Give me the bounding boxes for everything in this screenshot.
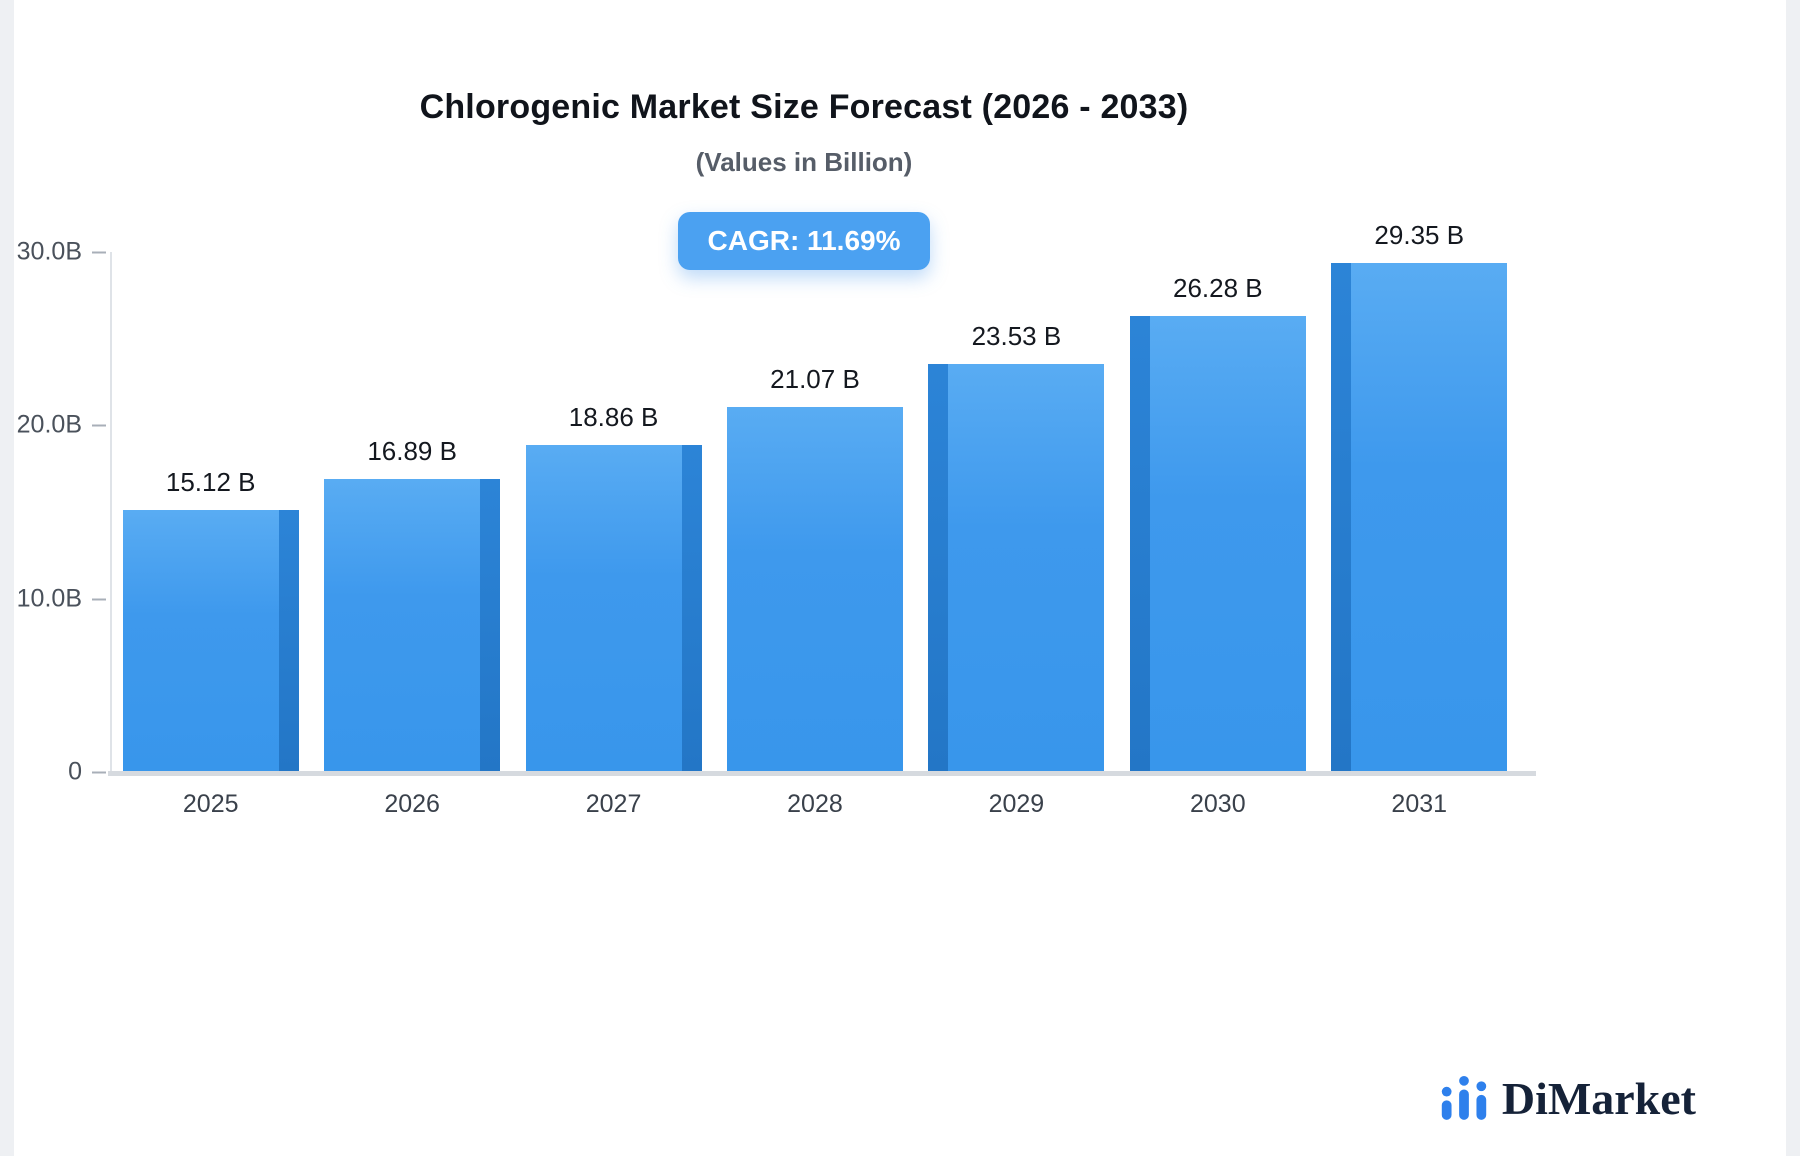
chart-card: Chlorogenic Market Size Forecast (2026 -… [14, 0, 1786, 1156]
bar-group: 15.12 B [110, 467, 311, 772]
bar-front-face [1149, 316, 1306, 772]
y-tick-mark [92, 771, 106, 773]
y-tick-label: 10.0B [16, 584, 82, 613]
bars-container: 15.12 B 16.89 B 18.86 B 21.07 B 23.53 B 26.28… [110, 220, 1520, 772]
bar-group: 18.86 B [513, 402, 714, 772]
bar-front-face [525, 445, 682, 772]
chart-header: Chlorogenic Market Size Forecast (2026 -… [14, 0, 1594, 270]
y-tick-label: 20.0B [16, 410, 82, 439]
y-tick: 10.0B [17, 585, 106, 614]
bar-value-label: 26.28 B [1173, 273, 1263, 303]
x-axis-label: 2028 [787, 790, 843, 818]
y-tick: 0 [68, 758, 106, 787]
x-axis-label: 2027 [585, 790, 642, 818]
bar [1331, 263, 1508, 772]
x-axis-label: 2026 [384, 790, 440, 818]
x-axis-baseline [108, 771, 1536, 776]
cagr-badge: CAGR: 11.69% [677, 212, 931, 270]
bar-front-face [1351, 263, 1508, 772]
bar [324, 479, 501, 772]
y-tick-mark [92, 424, 106, 426]
bar-value-label: 15.12 B [165, 467, 256, 497]
x-axis-labels: 2025 2026 2027 2028 2029 2030 2031 [110, 790, 1520, 819]
bar-chart-icon [1441, 1075, 1487, 1120]
bar-front-face [948, 364, 1105, 772]
bar-value-label: 29.35 B [1374, 220, 1465, 250]
y-axis: 0 10.0B 20.0B 30.0B [14, 238, 110, 786]
bar-side-face [928, 364, 949, 772]
bar-group: 26.28 B [1117, 273, 1318, 772]
chart-subtitle: (Values in Billion) [695, 147, 913, 177]
bar-group: 16.89 B [311, 436, 512, 772]
x-axis-label: 2025 [182, 790, 239, 818]
logo: DiMarket [1438, 1070, 1696, 1122]
bar [525, 445, 702, 772]
bar-side-face [681, 445, 702, 772]
logo-text: DiMarket [1501, 1073, 1696, 1124]
bar [1129, 316, 1306, 772]
x-axis-label: 2030 [1190, 790, 1246, 818]
cagr-badge-wrap: CAGR: 11.69% [14, 212, 1594, 270]
bar-group: 23.53 B [916, 321, 1117, 772]
bar-front-face [122, 510, 279, 772]
bar-side-face [480, 479, 501, 772]
bar-side-face [278, 510, 299, 772]
y-tick: 30.0B [17, 238, 106, 267]
bar-value-label: 16.89 B [367, 436, 457, 466]
bar [928, 364, 1105, 772]
bar-side-face [1331, 263, 1352, 772]
y-axis-line [110, 252, 112, 772]
bar-group: 29.35 B [1319, 220, 1520, 772]
bar-value-label: 21.07 B [770, 364, 860, 394]
bar-front-face [726, 407, 903, 772]
bar [726, 407, 903, 772]
x-axis-label: 2029 [988, 790, 1045, 818]
y-tick-label: 0 [68, 757, 82, 786]
bar-group: 21.07 B [714, 364, 915, 772]
y-tick-mark [92, 251, 106, 253]
bar [122, 510, 299, 772]
plot-area: 15.12 B 16.89 B 18.86 B 21.07 B 23.53 B 26.28… [108, 220, 1536, 776]
bar-value-label: 18.86 B [568, 402, 659, 432]
bar-front-face [324, 479, 481, 772]
y-tick-mark [92, 598, 106, 600]
x-axis-label: 2031 [1391, 790, 1448, 818]
y-tick: 20.0B [17, 411, 106, 440]
bar-value-label: 23.53 B [971, 321, 1062, 351]
chart-title: Chlorogenic Market Size Forecast (2026 -… [419, 88, 1189, 126]
bar-side-face [1129, 316, 1150, 772]
y-tick-label: 30.0B [16, 237, 82, 266]
